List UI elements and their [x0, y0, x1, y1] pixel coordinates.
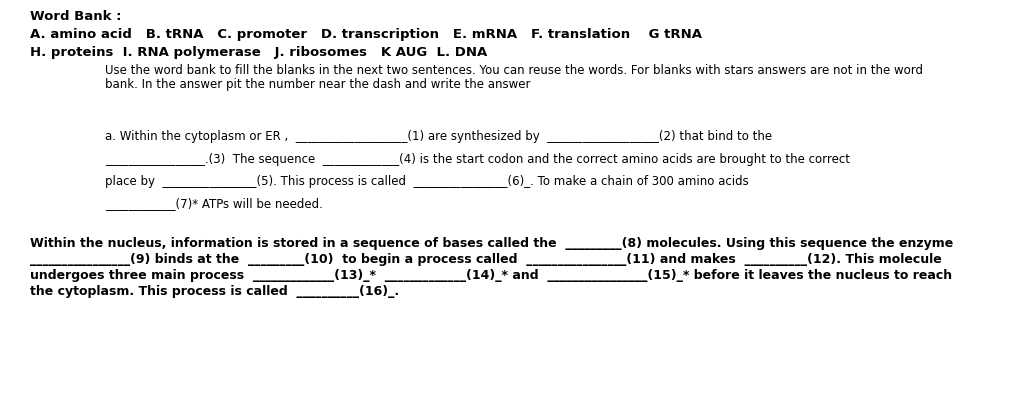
- Text: bank. In the answer pit the number near the dash and write the answer: bank. In the answer pit the number near …: [105, 78, 531, 91]
- Text: undergoes three main process  _____________(13)_*  _____________(14)_* and  ____: undergoes three main process ___________…: [30, 269, 952, 282]
- Text: ____________(7)* ATPs will be needed.: ____________(7)* ATPs will be needed.: [105, 197, 322, 210]
- Text: A. amino acid   B. tRNA   C. promoter   D. transcription   E. mRNA   F. translat: A. amino acid B. tRNA C. promoter D. tra…: [30, 28, 702, 41]
- Text: place by  ________________(5). This process is called  ________________(6)_. To : place by ________________(5). This proce…: [105, 175, 749, 188]
- Text: _________________.(3)  The sequence  _____________(4) is the start codon and the: _________________.(3) The sequence _____…: [105, 153, 850, 166]
- Text: Use the word bank to fill the blanks in the next two sentences. You can reuse th: Use the word bank to fill the blanks in …: [105, 64, 923, 77]
- Text: a. Within the cytoplasm or ER ,  ___________________(1) are synthesized by  ____: a. Within the cytoplasm or ER , ________…: [105, 130, 772, 143]
- Text: ________________(9) binds at the  _________(10)  to begin a process called  ____: ________________(9) binds at the _______…: [30, 253, 942, 266]
- Text: H. proteins  I. RNA polymerase   J. ribosomes   K AUG  L. DNA: H. proteins I. RNA polymerase J. ribosom…: [30, 46, 487, 59]
- Text: the cytoplasm. This process is called  __________(16)_.: the cytoplasm. This process is called __…: [30, 285, 400, 298]
- Text: Word Bank :: Word Bank :: [30, 10, 121, 23]
- Text: Within the nucleus, information is stored in a sequence of bases called the  ___: Within the nucleus, information is store…: [30, 237, 953, 250]
